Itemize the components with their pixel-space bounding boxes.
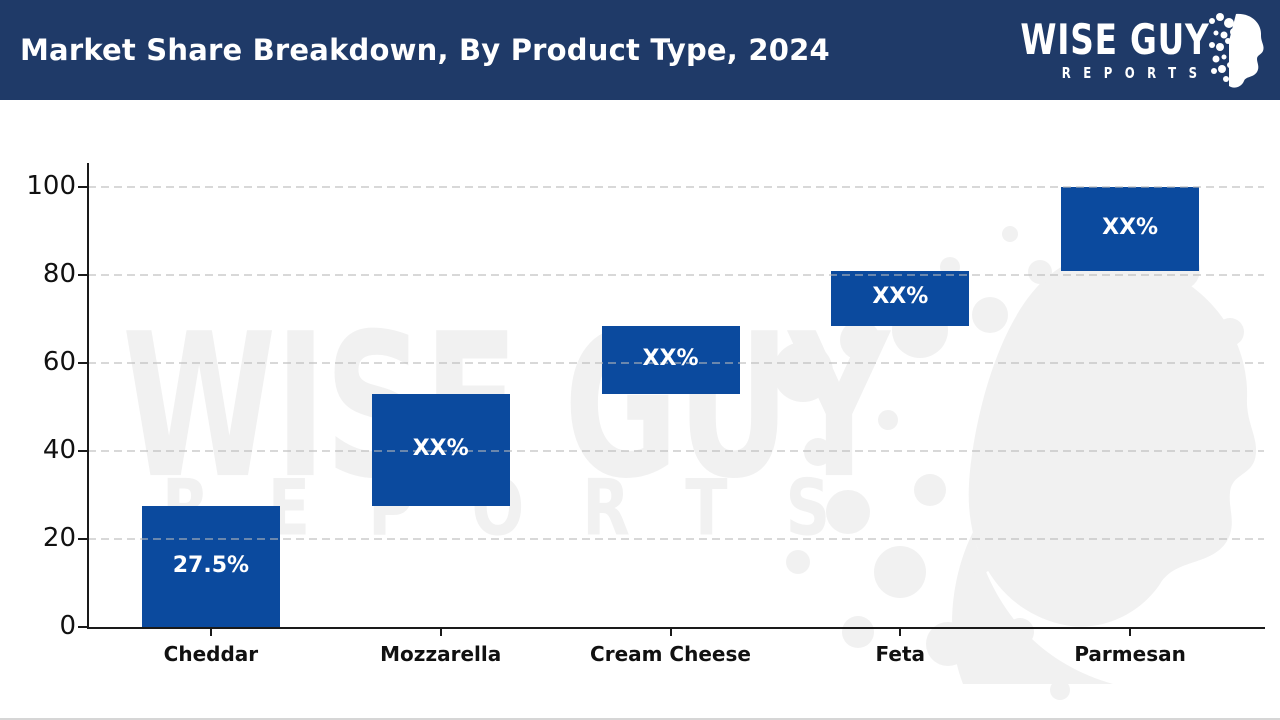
gridline-20 — [88, 538, 1264, 540]
y-axis-line — [87, 163, 89, 629]
y-tick-mark-80 — [78, 274, 87, 276]
y-tick-label-0: 0 — [59, 611, 76, 641]
page-title: Market Share Breakdown, By Product Type,… — [20, 33, 830, 67]
bar-value-label-parmesan: XX% — [1102, 214, 1159, 240]
bottom-border — [0, 718, 1280, 720]
gridline-100 — [88, 186, 1264, 188]
gridline-60 — [88, 362, 1264, 364]
x-tick-mark-parmesan — [1129, 629, 1132, 636]
y-tick-mark-40 — [78, 450, 87, 452]
bar-parmesan — [1061, 187, 1200, 271]
gridline-80 — [88, 274, 1264, 276]
bar-value-label-cheddar: 27.5% — [172, 552, 250, 578]
y-tick-label-40: 40 — [42, 435, 76, 465]
y-tick-mark-0 — [78, 626, 87, 628]
y-tick-mark-20 — [78, 538, 87, 540]
bar-feta — [831, 270, 970, 326]
x-axis-line — [87, 627, 1265, 629]
logo-face-icon — [1209, 13, 1264, 88]
header: Market Share Breakdown, By Product Type,… — [0, 0, 1280, 100]
bar-value-label-mozzarella: XX% — [412, 435, 469, 461]
bar-value-label-cream-cheese: XX% — [642, 345, 699, 371]
x-axis-label-feta: Feta — [875, 642, 926, 666]
logo-subtext: REPORTS — [1062, 63, 1210, 82]
x-tick-mark-cheddar — [209, 629, 212, 636]
y-tick-label-20: 20 — [42, 523, 76, 553]
x-tick-mark-cream-cheese — [669, 629, 672, 636]
x-tick-mark-feta — [899, 629, 902, 636]
x-axis-label-parmesan: Parmesan — [1074, 642, 1186, 666]
y-tick-mark-60 — [78, 362, 87, 364]
x-axis-label-mozzarella: Mozzarella — [380, 642, 502, 666]
y-tick-label-80: 80 — [42, 259, 76, 289]
y-tick-mark-100 — [78, 186, 87, 188]
bar-cream-cheese — [601, 325, 740, 394]
logo-text: WISE GUY REPORTS — [1020, 14, 1210, 82]
chart-area: WISE GUY REPORTS 27.5% XX% XX% XX% XX% 0 20 40… — [0, 100, 1280, 718]
bar-mozzarella — [371, 393, 510, 506]
bar-value-label-feta: XX% — [872, 284, 929, 310]
y-tick-label-60: 60 — [42, 347, 76, 377]
x-axis-label-cheddar: Cheddar — [163, 642, 259, 666]
x-tick-mark-mozzarella — [439, 629, 442, 636]
wiseguy-logo: WISE GUY REPORTS — [967, 11, 1266, 89]
y-tick-label-100: 100 — [26, 171, 76, 201]
gridline-40 — [88, 450, 1264, 452]
bar-cheddar — [141, 506, 280, 627]
x-axis-label-cream-cheese: Cream Cheese — [590, 642, 751, 666]
logo-wordmark: WISE GUY — [1020, 14, 1210, 64]
